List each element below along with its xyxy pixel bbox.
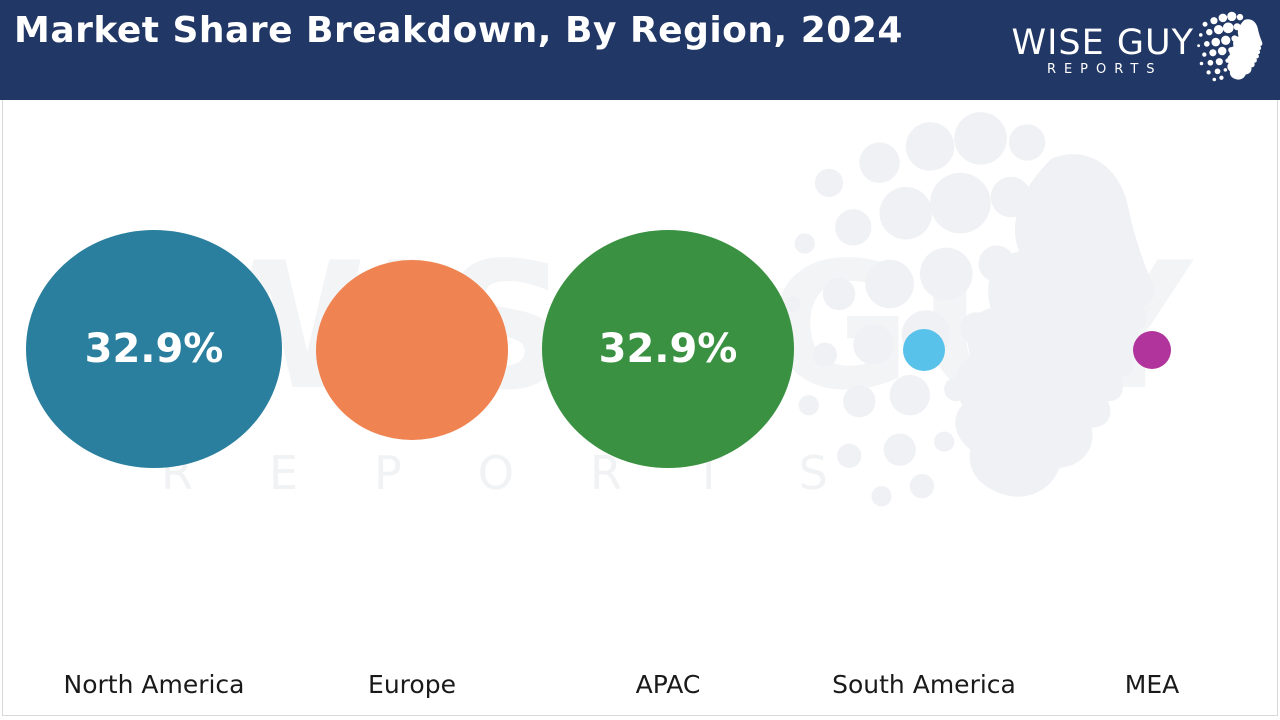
category-label-north-america: North America	[63, 670, 245, 699]
bubble-value-label: 32.9%	[84, 326, 224, 372]
bubble-europe	[316, 260, 508, 440]
bubble-apac: 32.9%	[542, 230, 794, 468]
category-label-mea: MEA	[1124, 670, 1180, 699]
page-title: Market Share Breakdown, By Region, 2024	[14, 10, 903, 51]
bubble-chart: WISE GUY REPORTS 32.9%North AmericaEurop…	[2, 100, 1278, 716]
wise-guy-logo: WISE GUY REPORTS	[1011, 10, 1266, 92]
logo-brand-text: WISE GUY	[1011, 22, 1194, 63]
bubble-south-america	[903, 329, 945, 371]
watermark-face-icon	[784, 112, 1155, 507]
wise-guy-face-icon	[1197, 11, 1263, 82]
bubble-mea	[1133, 331, 1171, 369]
bubble-value-label: 32.9%	[598, 326, 738, 372]
header: Market Share Breakdown, By Region, 2024 …	[0, 0, 1280, 100]
bubble-north-america: 32.9%	[26, 230, 282, 468]
category-label-apac: APAC	[635, 670, 701, 699]
logo-sub-text: REPORTS	[1046, 62, 1163, 78]
category-label-south-america: South America	[832, 670, 1016, 699]
logo-text: WISE GUY REPORTS	[1011, 22, 1194, 78]
category-label-europe: Europe	[368, 670, 456, 699]
